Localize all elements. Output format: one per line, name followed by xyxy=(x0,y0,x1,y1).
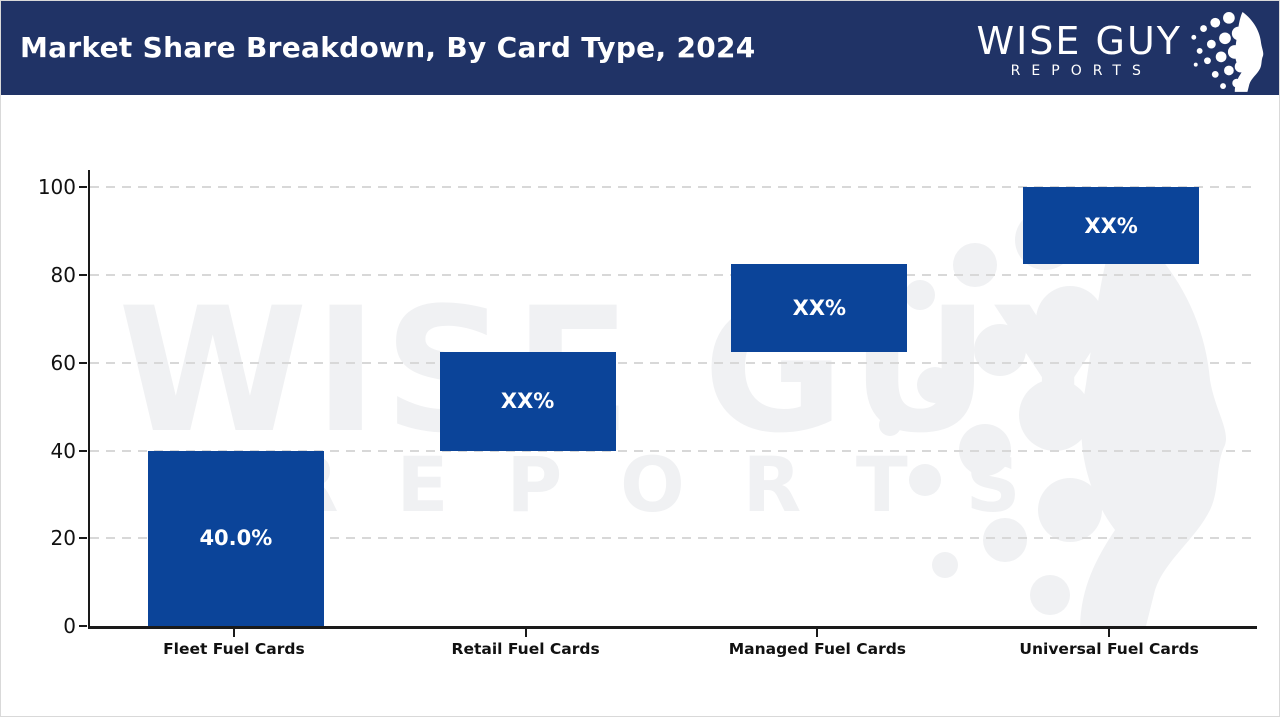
bar-value-label-managed-fuel-cards: XX% xyxy=(792,296,847,320)
x-tick-mark-managed-fuel-cards xyxy=(816,629,819,637)
x-tick-mark-retail-fuel-cards xyxy=(524,629,527,637)
y-tick-mark-100 xyxy=(79,186,87,189)
x-tick-mark-fleet-fuel-cards xyxy=(232,629,235,637)
y-tick-label-20: 20 xyxy=(50,526,76,551)
x-tick-mark-universal-fuel-cards xyxy=(1108,629,1111,637)
logo-text: WISE GUY REPORTS xyxy=(977,22,1182,78)
y-tick-mark-80 xyxy=(79,274,87,277)
bar-value-label-universal-fuel-cards: XX% xyxy=(1084,213,1138,238)
bar-fleet-fuel-cards: 40.0% xyxy=(147,450,324,626)
y-tick-label-0: 0 xyxy=(63,614,76,638)
logo-subtext: REPORTS xyxy=(1010,63,1152,79)
logo-head-icon xyxy=(1191,11,1264,92)
y-tick-label-100: 100 xyxy=(37,175,76,200)
y-tick-mark-40 xyxy=(79,449,87,452)
watermark-subtext: REPORTS xyxy=(280,440,1079,529)
gridline-20 xyxy=(90,537,1257,540)
bar-managed-fuel-cards: XX% xyxy=(731,264,908,352)
y-tick-label-60: 60 xyxy=(50,350,76,375)
x-label-fleet-fuel-cards: Fleet Fuel Cards xyxy=(163,640,305,658)
gridline-40 xyxy=(90,449,1257,452)
y-tick-mark-60 xyxy=(79,361,87,364)
header-bar: Market Share Breakdown, By Card Type, 20… xyxy=(0,0,1280,95)
gridline-100 xyxy=(90,186,1257,189)
bar-retail-fuel-cards: XX% xyxy=(439,351,616,451)
x-label-universal-fuel-cards: Universal Fuel Cards xyxy=(1019,640,1199,658)
logo-wordmark: WISE GUY xyxy=(976,19,1182,63)
x-label-managed-fuel-cards: Managed Fuel Cards xyxy=(728,640,907,658)
bar-value-label-fleet-fuel-cards: 40.0% xyxy=(199,526,273,551)
y-tick-label-40: 40 xyxy=(50,438,76,463)
bar-value-label-retail-fuel-cards: XX% xyxy=(500,389,555,414)
brand-logo: WISE GUY REPORTS xyxy=(977,8,1264,92)
y-tick-mark-20 xyxy=(79,537,87,540)
y-tick-mark-0 xyxy=(79,625,87,627)
gridline-80 xyxy=(90,274,1257,277)
watermark-wordmark: WISE GUY xyxy=(118,270,1127,471)
plot-area: WISE GUY REPORTS 40.0% XX% XX% XX% xyxy=(88,170,1257,629)
x-label-retail-fuel-cards: Retail Fuel Cards xyxy=(451,640,600,658)
gridline-60 xyxy=(90,361,1257,364)
page-title: Market Share Breakdown, By Card Type, 20… xyxy=(20,31,756,64)
y-tick-label-80: 80 xyxy=(50,263,76,288)
bar-universal-fuel-cards: XX% xyxy=(1023,187,1200,265)
